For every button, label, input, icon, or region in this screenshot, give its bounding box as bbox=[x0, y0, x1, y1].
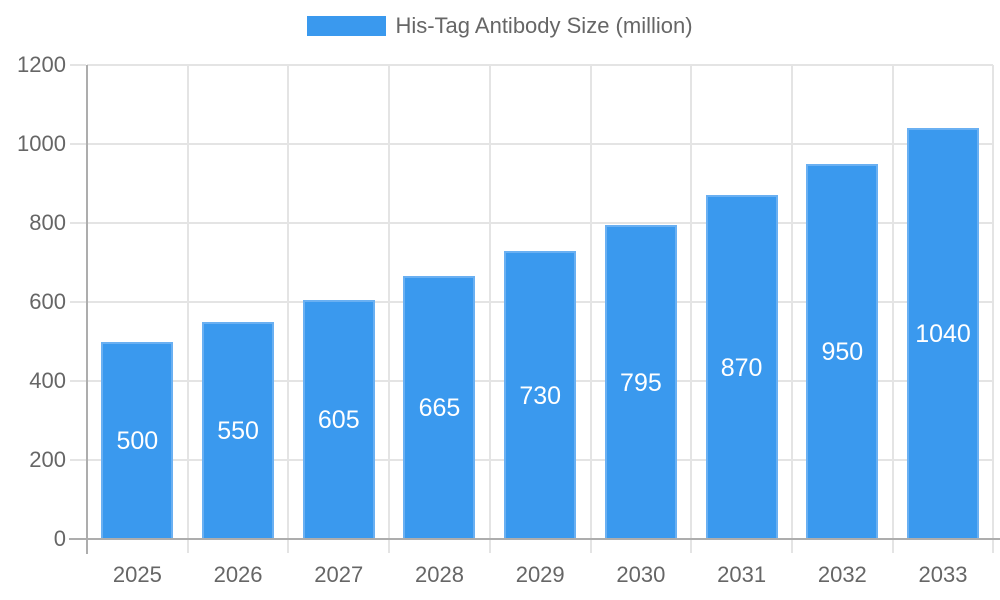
bar-value-label: 870 bbox=[720, 353, 763, 382]
x-axis-label: 2025 bbox=[112, 562, 162, 588]
legend-swatch bbox=[307, 16, 387, 36]
x-axis-label: 2026 bbox=[213, 562, 263, 588]
y-axis-line bbox=[85, 65, 88, 555]
bar[interactable]: 795 bbox=[604, 225, 677, 540]
bar-value-label: 730 bbox=[519, 381, 562, 410]
y-axis-tick bbox=[70, 143, 86, 146]
bar-value-label: 1040 bbox=[915, 320, 971, 349]
y-axis-label: 200 bbox=[29, 447, 66, 473]
h-gridline bbox=[87, 143, 994, 146]
x-axis-tick bbox=[690, 539, 693, 554]
x-axis-tick bbox=[186, 539, 189, 554]
v-gridline bbox=[287, 65, 290, 540]
x-axis-tick bbox=[287, 539, 290, 554]
v-gridline bbox=[992, 65, 995, 540]
h-gridline bbox=[87, 222, 994, 225]
bar[interactable]: 665 bbox=[403, 276, 476, 540]
v-gridline bbox=[891, 65, 894, 540]
y-axis-tick bbox=[70, 380, 86, 383]
h-gridline bbox=[87, 64, 994, 66]
bar[interactable]: 950 bbox=[806, 163, 879, 540]
x-axis-label: 2028 bbox=[415, 562, 464, 588]
y-axis-label: 600 bbox=[29, 289, 66, 315]
bar[interactable]: 870 bbox=[705, 195, 778, 540]
bar[interactable]: 1040 bbox=[907, 128, 980, 540]
x-axis-label: 2033 bbox=[918, 562, 968, 588]
x-axis-line bbox=[69, 538, 1000, 541]
bar-value-label: 500 bbox=[116, 426, 159, 455]
bar-value-label: 605 bbox=[317, 406, 360, 435]
x-axis-tick bbox=[790, 539, 793, 554]
bar-value-label: 795 bbox=[620, 368, 662, 397]
y-axis-label: 0 bbox=[53, 526, 66, 552]
y-axis-tick bbox=[70, 222, 86, 225]
v-gridline bbox=[790, 65, 793, 540]
y-axis-label: 1200 bbox=[17, 52, 66, 77]
bar-value-label: 550 bbox=[217, 417, 259, 446]
bar-value-label: 950 bbox=[821, 338, 864, 367]
x-axis-tick bbox=[488, 539, 491, 554]
legend-label: His-Tag Antibody Size (million) bbox=[395, 13, 693, 38]
y-axis-label: 800 bbox=[29, 210, 66, 236]
x-axis-label: 2029 bbox=[515, 562, 565, 588]
x-axis-tick bbox=[589, 539, 592, 554]
x-axis-tick bbox=[891, 539, 894, 554]
y-axis-tick bbox=[70, 301, 86, 304]
y-axis-label: 1000 bbox=[17, 131, 66, 157]
v-gridline bbox=[589, 65, 592, 540]
x-axis-label: 2030 bbox=[616, 562, 666, 588]
bar[interactable]: 550 bbox=[202, 321, 275, 540]
x-axis-label: 2027 bbox=[314, 562, 364, 588]
x-axis-label: 2032 bbox=[817, 562, 867, 588]
bar[interactable]: 605 bbox=[302, 300, 375, 540]
x-axis-tick bbox=[388, 539, 391, 554]
bar[interactable]: 730 bbox=[504, 250, 577, 540]
v-gridline bbox=[186, 65, 189, 540]
v-gridline bbox=[488, 65, 491, 540]
y-axis-tick bbox=[70, 459, 86, 462]
y-axis-label: 400 bbox=[29, 368, 66, 394]
v-gridline bbox=[388, 65, 391, 540]
bar-value-label: 665 bbox=[418, 394, 461, 423]
v-gridline bbox=[690, 65, 693, 540]
legend-item[interactable]: His-Tag Antibody Size (million) bbox=[0, 13, 1000, 39]
x-axis-tick bbox=[992, 539, 995, 554]
y-axis-tick bbox=[70, 64, 86, 66]
x-axis-label: 2031 bbox=[717, 562, 767, 588]
bar[interactable]: 500 bbox=[101, 341, 174, 540]
